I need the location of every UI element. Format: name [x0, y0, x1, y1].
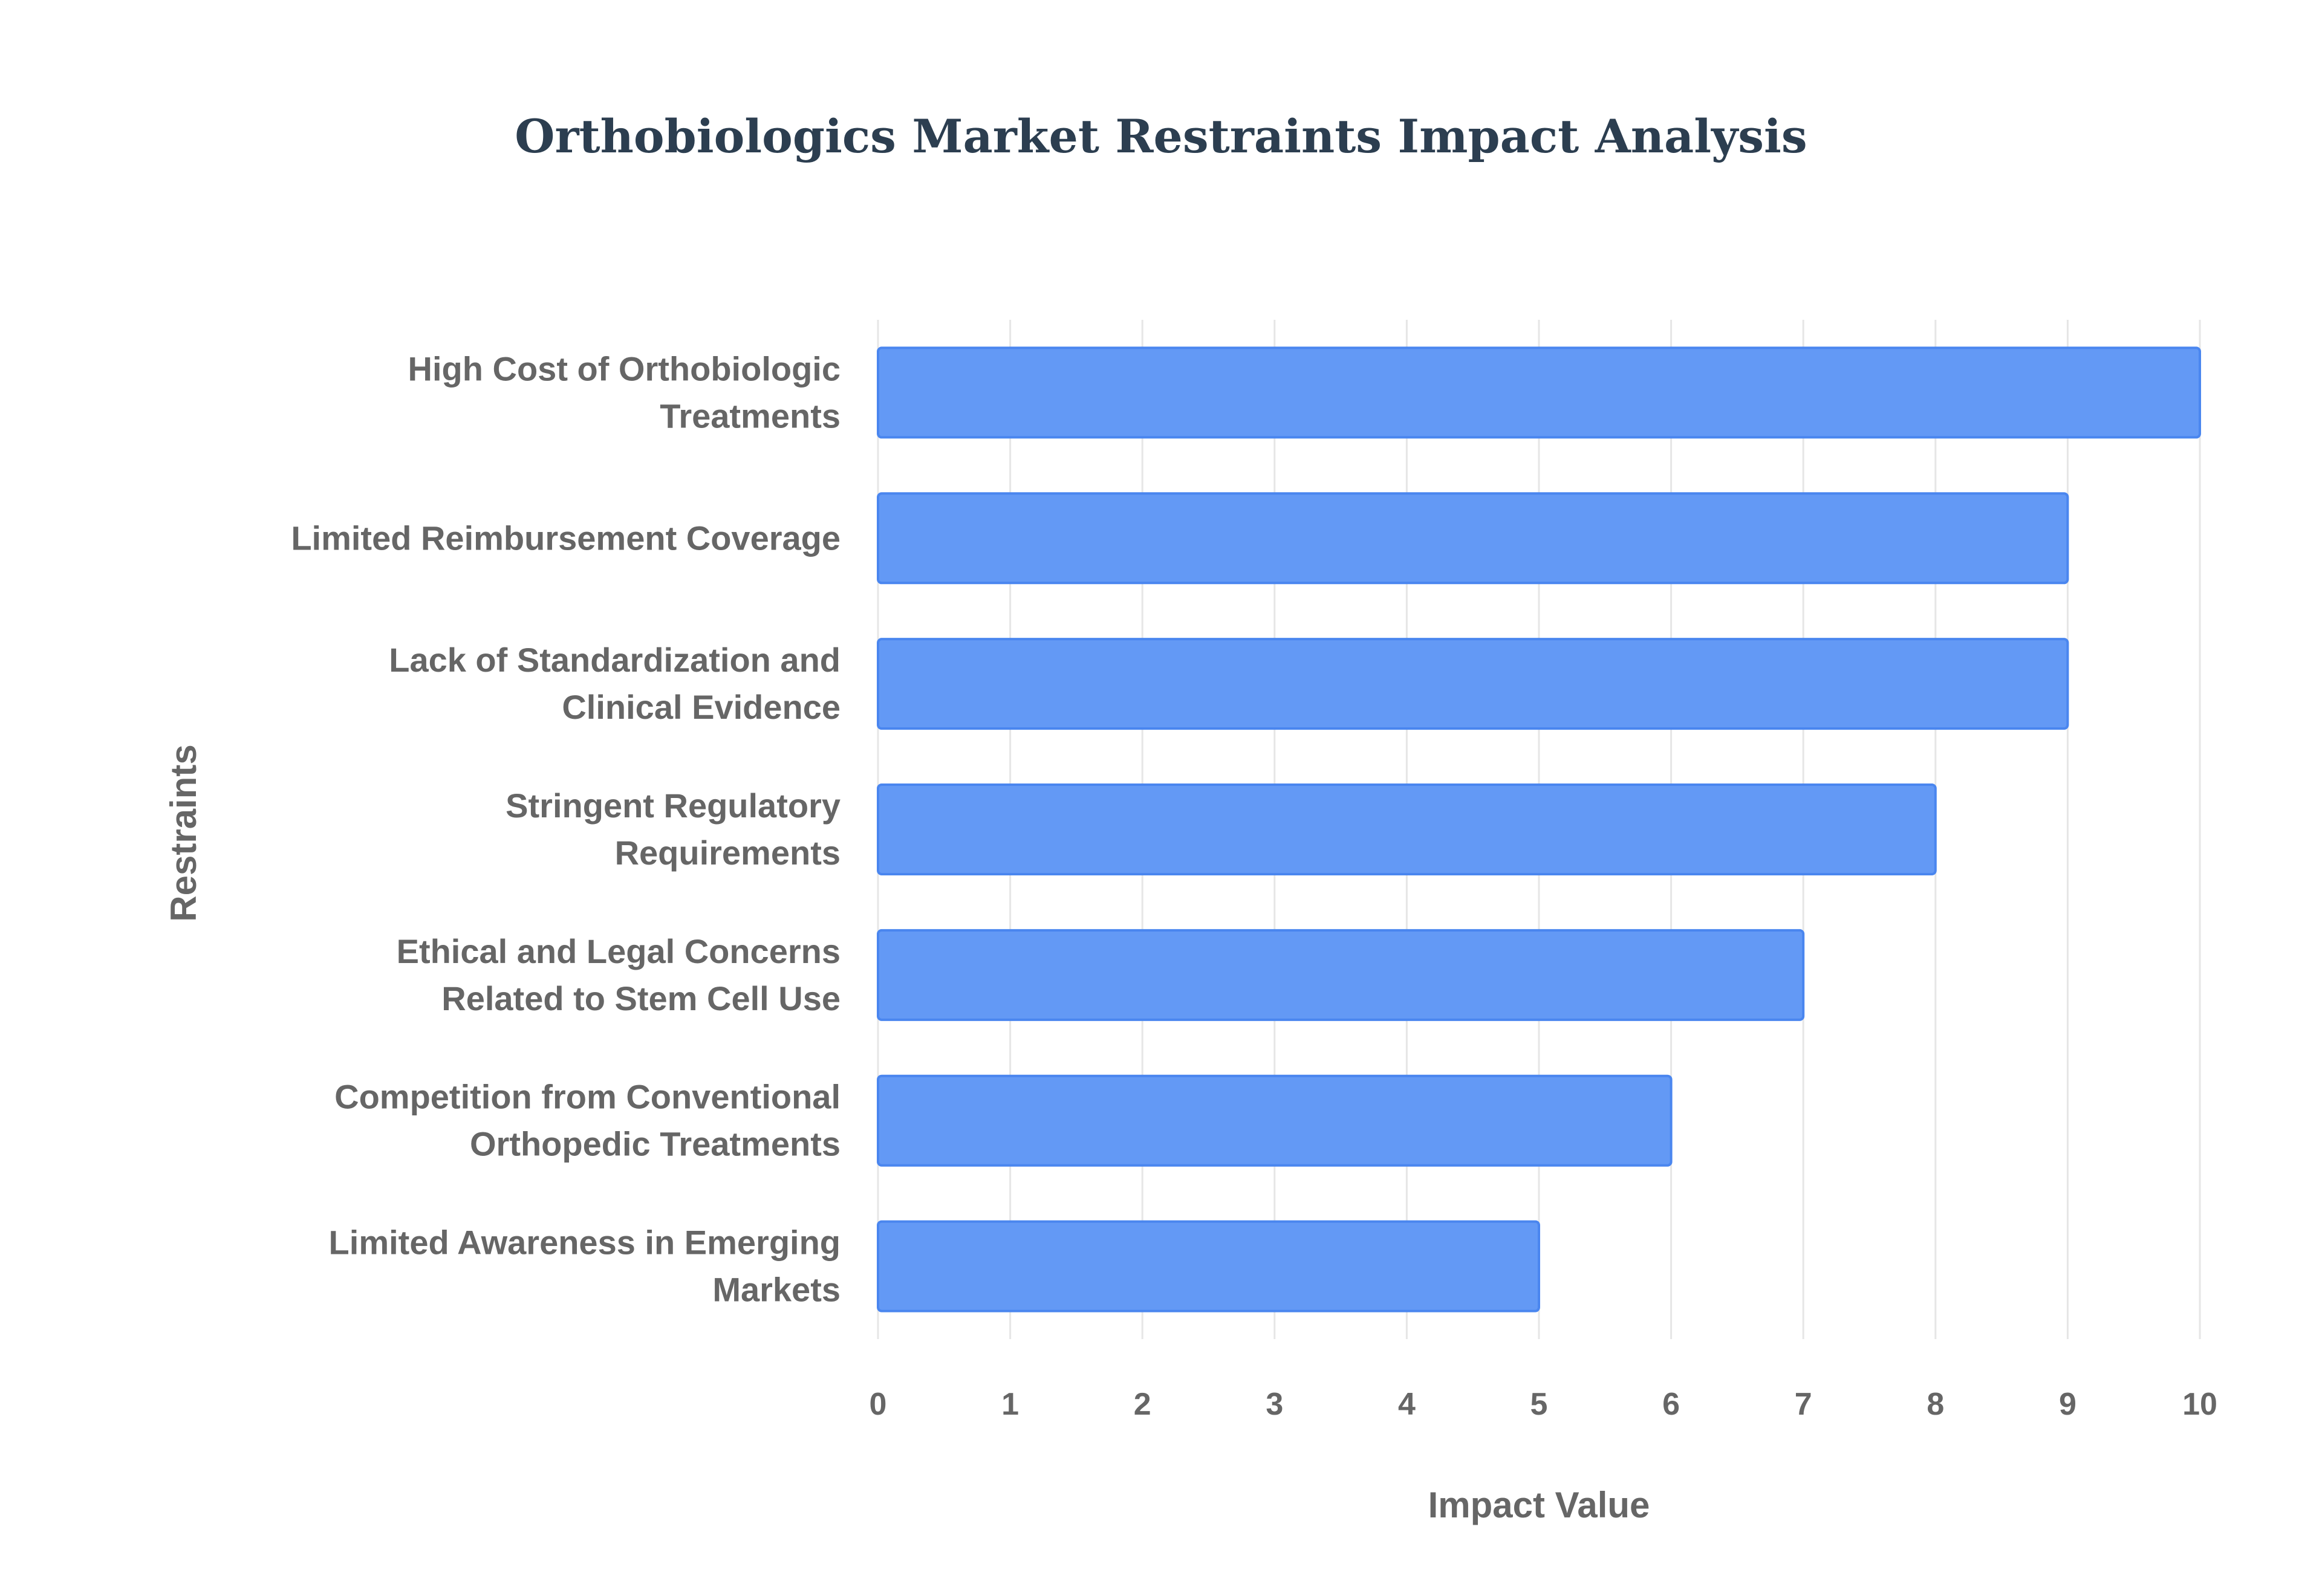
- y-tick-label: High Cost of Orthobiologic: [408, 349, 841, 388]
- bar[interactable]: [877, 346, 2201, 439]
- bar[interactable]: [877, 638, 2069, 730]
- y-tick-label: Clinical Evidence: [562, 688, 841, 726]
- x-tick-label: 9: [2059, 1387, 2076, 1422]
- y-axis-title: Restraints: [163, 744, 204, 921]
- bar[interactable]: [877, 492, 2069, 585]
- x-tick-label: 5: [1530, 1387, 1548, 1422]
- y-tick-label: Competition from Conventional: [334, 1078, 841, 1116]
- y-tick-label: Limited Reimbursement Coverage: [291, 519, 841, 557]
- y-tick-label: Orthopedic Treatments: [470, 1125, 841, 1163]
- x-tick-label: 1: [1001, 1387, 1019, 1422]
- x-tick-labels: 0 1 2 3 4 5 6 7 8 9 10: [870, 1387, 2217, 1422]
- x-tick-label: 6: [1662, 1387, 1680, 1422]
- x-tick-label: 0: [870, 1387, 887, 1422]
- x-tick-label: 8: [1927, 1387, 1944, 1422]
- x-tick-label: 7: [1795, 1387, 1812, 1422]
- x-tick-label: 3: [1266, 1387, 1283, 1422]
- bar[interactable]: [877, 1074, 1673, 1167]
- chart-title: Orthobiologics Market Restraints Impact …: [515, 109, 1807, 163]
- y-tick-label: Lack of Standardization and: [389, 641, 841, 679]
- y-tick-label: Markets: [712, 1271, 841, 1309]
- x-tick-label: 2: [1134, 1387, 1151, 1422]
- bars: [877, 346, 2201, 1312]
- x-tick-label: 4: [1398, 1387, 1416, 1422]
- y-tick-label: Limited Awareness in Emerging: [329, 1224, 841, 1262]
- y-tick-label: Stringent Regulatory: [506, 787, 841, 825]
- bar[interactable]: [877, 783, 1937, 875]
- bar[interactable]: [877, 1220, 1540, 1312]
- x-axis-title: Impact Value: [1428, 1485, 1650, 1525]
- y-tick-label: Treatments: [660, 397, 841, 435]
- y-tick-label: Requirements: [615, 834, 841, 872]
- bar[interactable]: [877, 929, 1805, 1021]
- y-tick-label: Ethical and Legal Concerns: [397, 932, 841, 970]
- y-tick-label: Related to Stem Cell Use: [441, 979, 841, 1017]
- y-tick-labels: High Cost of Orthobiologic Treatments Limi…: [291, 349, 841, 1308]
- x-tick-label: 10: [2182, 1387, 2217, 1422]
